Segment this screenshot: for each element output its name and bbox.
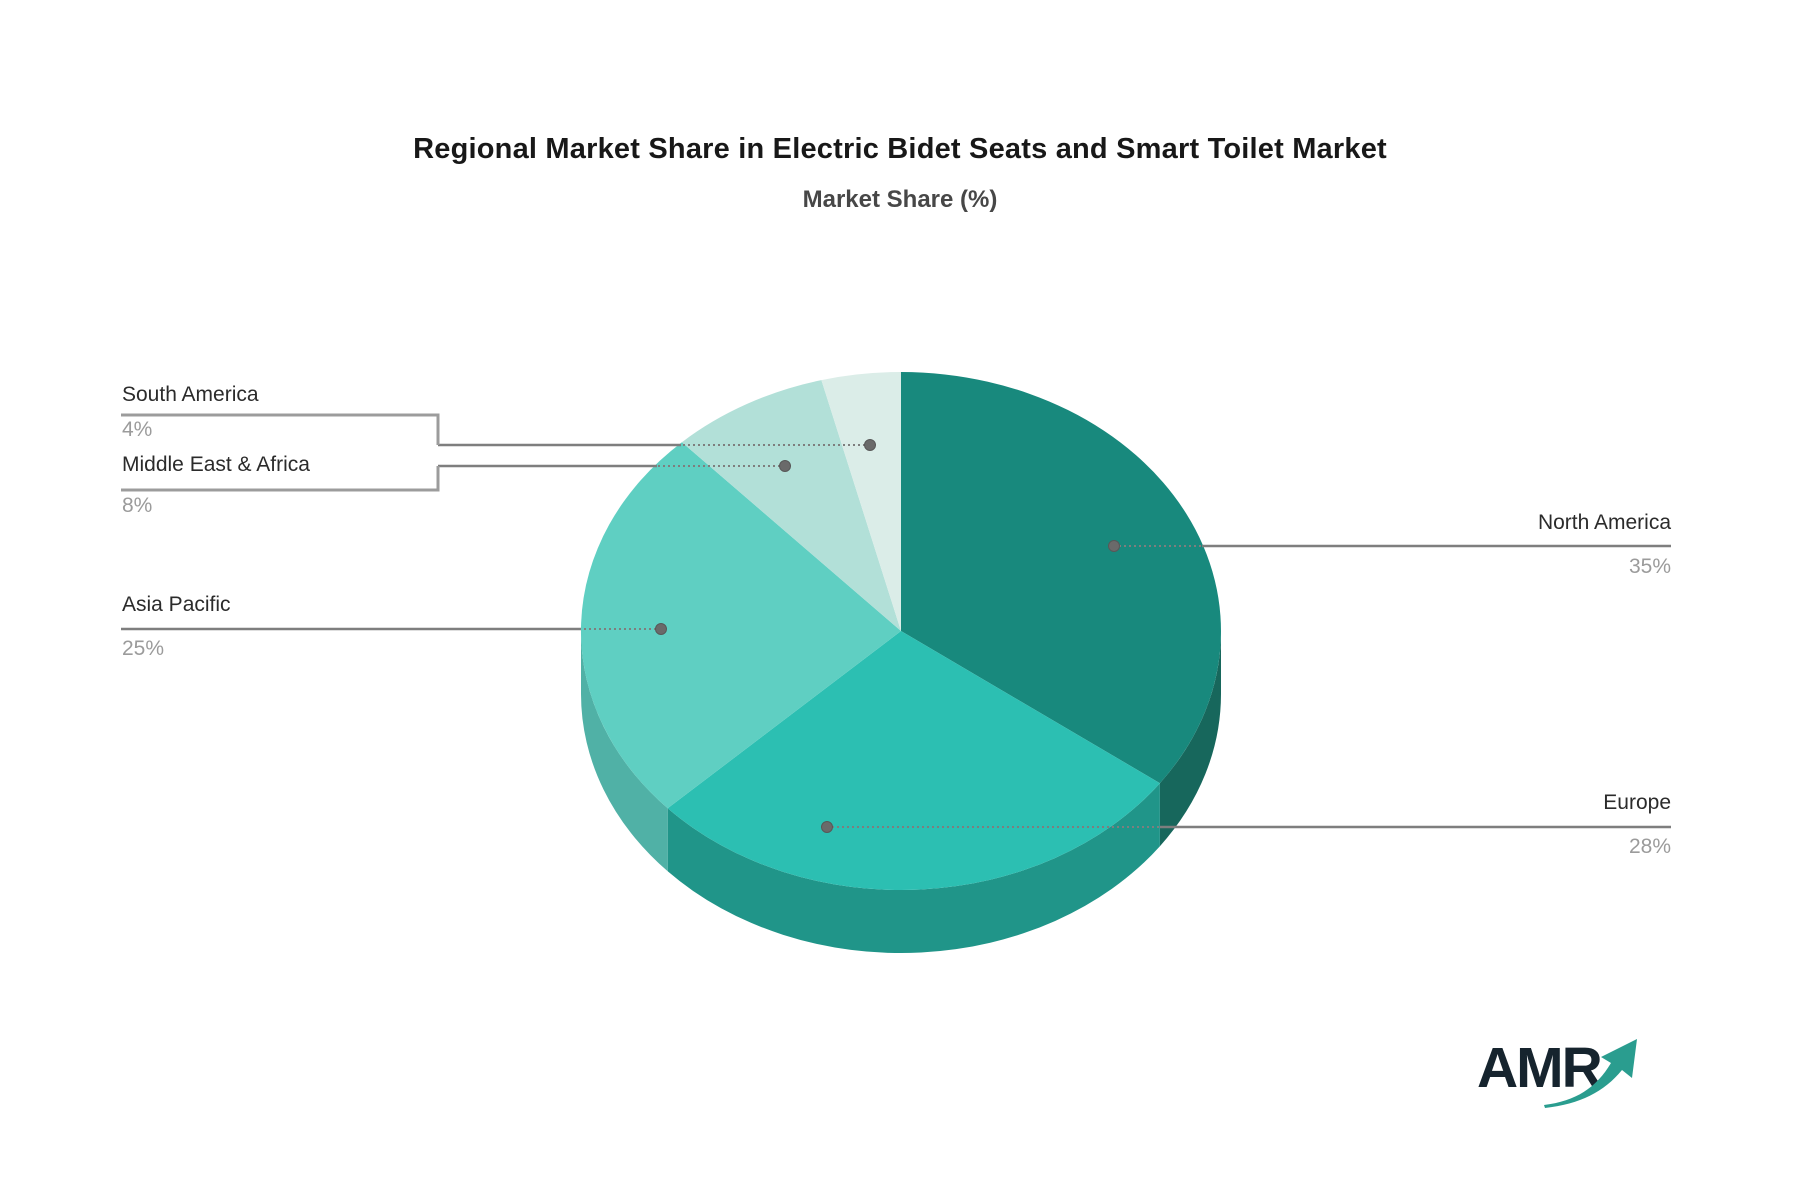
pie-slice-side-north-america bbox=[1159, 631, 1221, 847]
pie-slice-side-europe bbox=[667, 783, 1160, 954]
value-middle-east-africa: 8% bbox=[122, 494, 153, 517]
value-europe: 28% bbox=[1628, 835, 1671, 858]
label-connector-middle-east-africa bbox=[121, 466, 440, 492]
value-north-america: 35% bbox=[1628, 555, 1671, 578]
label-south-america: South America bbox=[122, 383, 259, 406]
label-north-america: North America bbox=[1537, 511, 1671, 534]
pie-slice-asia-pacific[interactable] bbox=[580, 442, 901, 809]
value-asia-pacific: 25% bbox=[122, 637, 165, 660]
pie-slice-europe[interactable] bbox=[667, 631, 1160, 891]
label-connector-south-america bbox=[121, 413, 440, 445]
label-asia-pacific: Asia Pacific bbox=[122, 593, 231, 616]
pie-slice-north-america[interactable] bbox=[901, 372, 1221, 784]
page-title: Regional Market Share in Electric Bidet … bbox=[413, 133, 1387, 165]
value-south-america: 4% bbox=[122, 418, 153, 441]
amr-logo-text: AMR bbox=[1477, 1036, 1603, 1100]
leader-dot-middle-east-africa bbox=[779, 460, 791, 472]
page-subtitle: Market Share (%) bbox=[802, 186, 998, 213]
pie-slice-side-asia-pacific bbox=[581, 631, 668, 872]
leader-dot-north-america bbox=[1108, 540, 1120, 552]
leader-dot-europe bbox=[821, 821, 833, 833]
leader-dot-asia-pacific bbox=[655, 623, 667, 635]
pie-slice-south-america[interactable] bbox=[821, 371, 901, 631]
pie-slice-middle-east-africa[interactable] bbox=[681, 380, 901, 631]
leader-dot-south-america bbox=[864, 439, 876, 451]
label-europe: Europe bbox=[1603, 791, 1671, 814]
trend-arrow-icon bbox=[1544, 1039, 1637, 1108]
label-middle-east-africa: Middle East & Africa bbox=[122, 453, 310, 476]
